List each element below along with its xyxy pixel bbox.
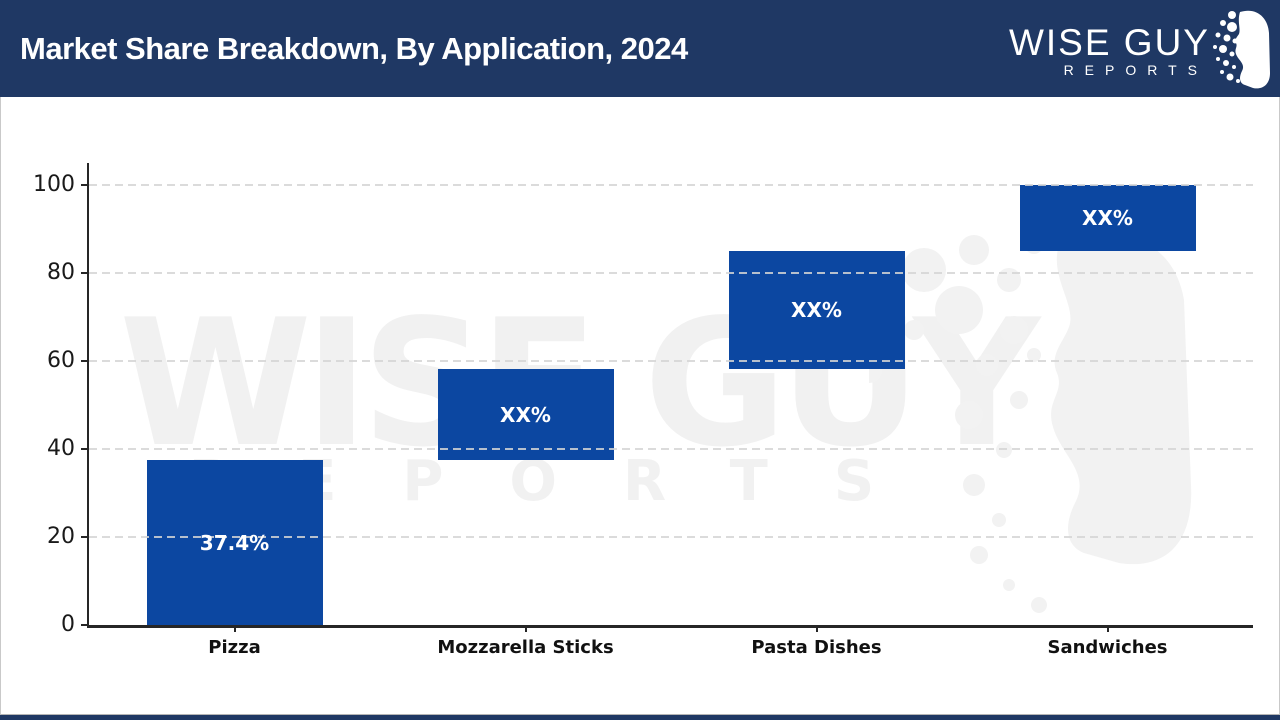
brand-logo-wordmark: WISE GUY [1008,22,1210,63]
bar [146,460,323,625]
y-tick-label: 60 [47,348,75,373]
bar-value-label: XX% [791,297,842,322]
chart-canvas: WISE GUY REPORTS 0 20 40 60 80 100 37.4% Pizza X… [0,97,1280,715]
footer-bar [0,715,1280,720]
y-tick-mark [81,184,89,186]
bar [437,368,614,461]
y-tick-label: 80 [47,260,75,285]
y-tick-mark [81,448,89,450]
gridline [89,272,1253,274]
y-tick-label: 40 [47,436,75,461]
bar [728,251,905,369]
bar [1019,185,1196,251]
gridline [89,360,1253,362]
x-category-label: Sandwiches [1047,637,1168,658]
y-tick-mark [81,272,89,274]
y-tick-label: 100 [33,172,75,197]
face-profile-icon [1213,10,1270,89]
watermark-face-icon [869,234,1192,613]
y-tick-mark [81,360,89,362]
y-tick-mark [81,624,89,626]
y-tick-label: 0 [61,612,75,637]
x-category-label: Pizza [208,637,261,658]
x-category-label: Pasta Dishes [751,637,882,658]
y-tick-mark [81,536,89,538]
chart-title: Market Share Breakdown, By Application, … [20,31,688,66]
brand-logo: WISE GUY REPORTS [1009,0,1280,97]
x-axis-line [87,625,1253,628]
gridline [89,184,1253,186]
x-tick-mark [815,625,818,632]
x-category-label: Mozzarella Sticks [437,637,614,658]
brand-logo-subtitle: REPORTS [1063,62,1208,78]
x-tick-mark [233,625,236,632]
gridline [89,536,1253,538]
y-axis-line [87,163,89,625]
gridline [89,448,1253,450]
bar-value-label: XX% [1082,206,1133,230]
y-tick-label: 20 [47,524,75,549]
bar-value-label: XX% [500,402,551,427]
bar-value-label: 37.4% [199,530,270,555]
header-bar: Market Share Breakdown, By Application, … [0,0,1280,97]
x-tick-mark [524,625,527,632]
x-tick-mark [1106,625,1109,632]
